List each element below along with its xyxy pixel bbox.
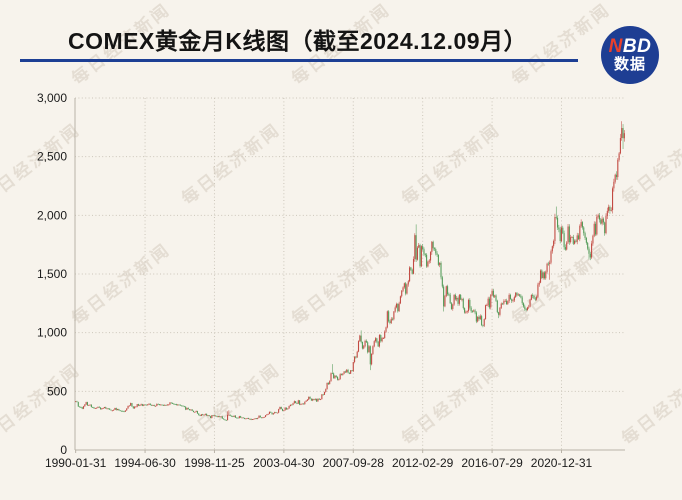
svg-text:2007-09-28: 2007-09-28 [323, 456, 385, 470]
svg-text:1994-06-30: 1994-06-30 [114, 456, 176, 470]
nbd-logo-subtext: 数据 [613, 56, 646, 74]
svg-text:3,000: 3,000 [37, 91, 67, 105]
svg-text:2016-07-29: 2016-07-29 [461, 456, 523, 470]
svg-text:0: 0 [60, 443, 67, 457]
svg-text:2,500: 2,500 [37, 150, 67, 164]
svg-text:1998-11-25: 1998-11-25 [184, 456, 245, 470]
svg-text:1,000: 1,000 [37, 326, 67, 340]
svg-text:2003-04-30: 2003-04-30 [253, 456, 315, 470]
svg-text:500: 500 [47, 384, 67, 398]
nbd-logo-letter-n: N [608, 36, 623, 58]
svg-text:2,000: 2,000 [37, 208, 67, 222]
svg-text:2020-12-31: 2020-12-31 [531, 456, 593, 470]
page-title: COMEX黄金月K线图（截至2024.12.09月） [68, 28, 528, 54]
svg-text:1990-01-31: 1990-01-31 [45, 456, 107, 470]
nbd-logo-letters-bd: BD [622, 36, 652, 58]
nbd-logo-text: NBD [609, 37, 652, 57]
svg-text:1,500: 1,500 [37, 267, 67, 281]
nbd-logo: NBD 数据 [601, 26, 659, 84]
svg-text:2012-02-29: 2012-02-29 [392, 456, 454, 470]
title-underline [20, 59, 578, 62]
